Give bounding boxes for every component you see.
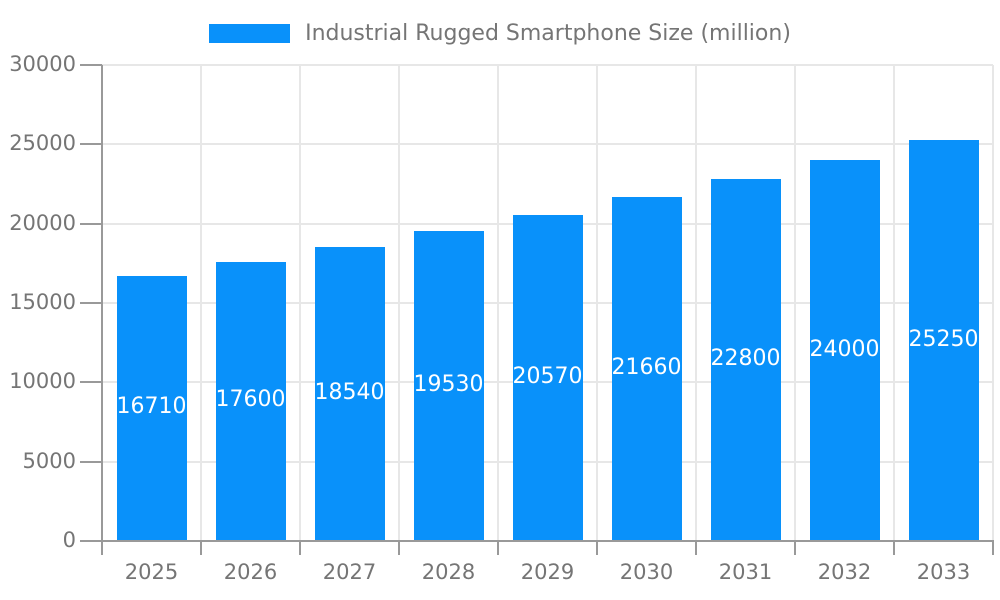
legend-item[interactable]: Industrial Rugged Smartphone Size (milli… xyxy=(0,14,1000,52)
bar-2025[interactable] xyxy=(116,275,187,541)
bar-label-2028: 19530 xyxy=(413,372,484,398)
x-axis-tick-1 xyxy=(200,541,202,555)
gridline-v-4 xyxy=(497,65,499,541)
plot-area: 16710 17600 18540 19530 20570 21660 22800 24000… xyxy=(102,64,994,541)
gridline-v-5 xyxy=(596,65,598,541)
bar-2027[interactable] xyxy=(314,246,385,541)
bar-2029[interactable] xyxy=(512,214,583,541)
bar-2032[interactable] xyxy=(809,160,880,541)
bar-2026[interactable] xyxy=(215,261,286,541)
bar-label-2025: 16710 xyxy=(116,394,187,420)
x-tick-label-2028: 2028 xyxy=(421,560,476,584)
x-axis-tick-3 xyxy=(398,541,400,555)
y-tick-label-25000: 25000 xyxy=(9,131,76,156)
y-axis-tick-30000 xyxy=(80,64,102,66)
gridline-v-8 xyxy=(893,65,895,541)
bar-label-2033: 25250 xyxy=(908,326,979,352)
legend-swatch xyxy=(209,23,291,43)
gridline-h-25000 xyxy=(102,143,993,146)
x-tick-label-2032: 2032 xyxy=(817,560,872,584)
bar-2028[interactable] xyxy=(413,231,484,541)
bar-2030[interactable] xyxy=(611,197,682,541)
x-axis-tick-7 xyxy=(794,541,796,555)
y-axis-tick-10000 xyxy=(80,381,102,384)
y-tick-label-15000: 15000 xyxy=(9,290,76,314)
legend-label: Industrial Rugged Smartphone Size (milli… xyxy=(305,20,791,46)
bar-label-2029: 20570 xyxy=(512,363,583,389)
gridline-v-1 xyxy=(200,65,202,541)
bar-label-2032: 24000 xyxy=(809,336,880,362)
bar-label-2027: 18540 xyxy=(314,379,385,405)
x-tick-label-2033: 2033 xyxy=(916,560,971,584)
y-tick-label-10000: 10000 xyxy=(9,369,76,394)
x-axis-tick-6 xyxy=(695,541,697,555)
gridline-v-6 xyxy=(695,65,697,541)
y-axis-tick-5000 xyxy=(80,460,102,463)
y-axis-tick-0 xyxy=(80,540,102,542)
bar-2031[interactable] xyxy=(710,179,781,541)
x-tick-label-2030: 2030 xyxy=(619,560,674,584)
y-tick-label-20000: 20000 xyxy=(9,210,76,235)
y-axis-tick-15000 xyxy=(80,302,102,304)
x-tick-label-2031: 2031 xyxy=(718,560,773,584)
x-axis-line xyxy=(101,540,994,542)
x-tick-label-2027: 2027 xyxy=(322,560,377,584)
bar-label-2031: 22800 xyxy=(710,346,781,372)
gridline-v-7 xyxy=(794,65,796,541)
y-tick-label-30000: 30000 xyxy=(9,52,76,76)
x-axis-tick-8 xyxy=(893,541,895,555)
x-axis-tick-5 xyxy=(596,541,598,555)
x-tick-label-2025: 2025 xyxy=(124,560,179,584)
x-tick-label-2026: 2026 xyxy=(223,560,278,584)
y-tick-label-5000: 5000 xyxy=(22,448,76,473)
gridline-v-9 xyxy=(992,65,994,541)
bar-label-2026: 17600 xyxy=(215,387,286,413)
gridline-v-2 xyxy=(299,65,301,541)
y-axis-tick-20000 xyxy=(80,222,102,225)
x-tick-label-2029: 2029 xyxy=(520,560,575,584)
y-axis-line xyxy=(101,65,103,555)
bar-2033[interactable] xyxy=(908,140,979,541)
gridline-v-3 xyxy=(398,65,400,541)
x-axis-tick-9 xyxy=(992,541,994,555)
bar-label-2030: 21660 xyxy=(611,355,682,381)
x-axis-tick-2 xyxy=(299,541,301,555)
gridline-h-30000 xyxy=(102,64,993,66)
y-tick-label-0: 0 xyxy=(62,528,76,552)
x-axis-tick-4 xyxy=(497,541,499,555)
y-axis-tick-25000 xyxy=(80,143,102,146)
